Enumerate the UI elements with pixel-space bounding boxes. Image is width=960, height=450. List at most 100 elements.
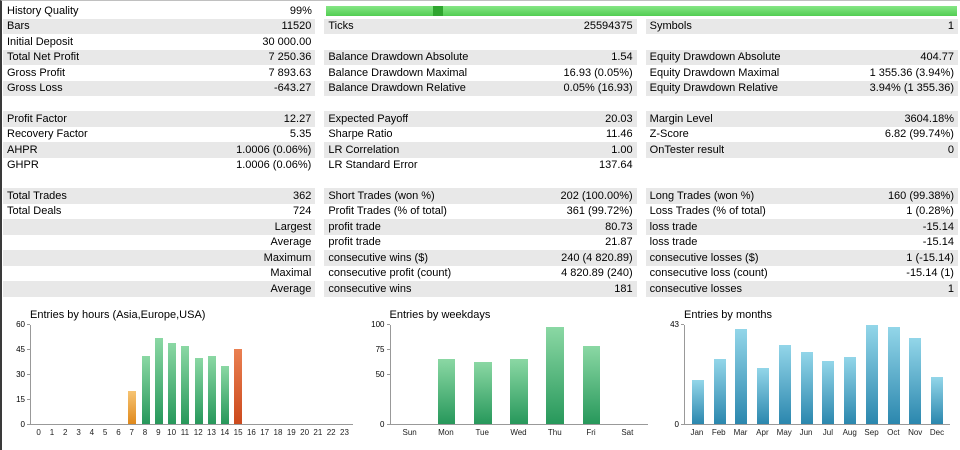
bar-slot	[465, 325, 501, 424]
stat-label: OnTester result	[649, 143, 725, 156]
y-axis-tick	[27, 323, 30, 325]
stat-cell-group: Recovery Factor 5.35	[3, 127, 315, 143]
bar-slot	[501, 325, 537, 424]
y-axis-label: 100	[371, 319, 385, 329]
bar-slot	[166, 325, 179, 424]
stat-value: Maximum	[263, 251, 312, 264]
bar-slot	[537, 325, 573, 424]
stat-value: 0.05% (16.93)	[563, 82, 633, 95]
stat-value: 240 (4 820.89)	[561, 251, 633, 264]
chart-title-weekdays: Entries by weekdays	[389, 308, 491, 321]
stat-label: Bars	[7, 20, 30, 33]
bar-slot	[905, 325, 927, 424]
x-axis-label: Sep	[864, 427, 879, 437]
stat-label: Long Trades (won %)	[649, 189, 755, 202]
chart-canvas-weekdays: 100 75 50 0 Sun Mon Tue Wed Thu Fri Sat	[368, 320, 648, 437]
stat-value: -643.27	[274, 82, 312, 95]
bar-Mar	[735, 329, 748, 424]
stat-value: 99%	[289, 4, 312, 17]
stat-value: 25594375	[583, 20, 633, 33]
bar-slot	[774, 325, 796, 424]
y-axis-label: 30	[16, 369, 25, 379]
stat-value: 202 (100.00%)	[560, 189, 633, 202]
stat-cell-group: Profit Trades (% of total) 361 (99.72%)	[324, 204, 636, 220]
bar-slot	[126, 325, 139, 424]
x-axis-label: Aug	[842, 427, 857, 437]
x-axis-labels: 0 1 2 3 4 5 6 7 8 9 10 11 12 13 14 15 16 17 18 19 20 21 22 23	[30, 428, 353, 437]
stat-label: Gross Profit	[7, 66, 66, 79]
x-axis-label: Apr	[756, 427, 769, 437]
stat-row: Total Trades 362 Short Trades (won %) 202 (…	[2, 188, 960, 204]
stat-row: Average profit trade 21.87 loss trade -15.14	[2, 235, 960, 251]
bar-11	[181, 345, 190, 424]
plot-area	[30, 324, 353, 425]
y-axis: 60 45 30 15 0	[8, 320, 30, 428]
stat-cell-group: Average	[3, 235, 315, 251]
bar-7	[128, 390, 137, 424]
plot-area	[389, 324, 648, 425]
x-axis-label: Nov	[908, 427, 923, 437]
y-axis: 100 75 50 0	[368, 320, 390, 428]
stat-cell-group	[646, 34, 958, 50]
stat-cell-group: Equity Drawdown Relative 3.94% (1 355.36)	[645, 80, 958, 96]
stat-cell-group: OnTester result 0	[645, 142, 958, 158]
stat-value: 20.03	[605, 112, 633, 125]
bar-Oct	[887, 326, 900, 424]
bar-slot	[861, 324, 883, 424]
x-axis-label: 8	[142, 427, 148, 437]
stat-label: Total Net Profit	[7, 51, 80, 64]
stat-value: 1 355.36 (3.94%)	[869, 66, 954, 79]
stat-cell-group: consecutive profit (count) 4 820.89 (240)	[324, 266, 636, 282]
bar-slot	[33, 325, 46, 424]
y-axis-tick	[386, 323, 390, 325]
x-axis-label: Jul	[822, 427, 833, 437]
bar-Aug	[844, 356, 857, 424]
stat-value: 1.54	[611, 51, 633, 64]
x-axis-label: Sat	[621, 427, 634, 437]
stat-value: 6.82 (99.74%)	[884, 128, 954, 141]
bar-Jun	[800, 352, 813, 424]
x-axis-label: 5	[102, 427, 108, 437]
y-axis-tick	[386, 348, 390, 350]
x-axis-label: 22	[326, 427, 336, 437]
x-axis-label: 11	[180, 427, 190, 437]
x-axis-labels: Jan Feb Mar Apr May Jun Jul Aug Sep Oct Nov Dec	[684, 428, 950, 437]
stat-value: -15.14	[922, 220, 954, 233]
stat-value: 30 000.00	[262, 35, 312, 48]
stat-cell-group: Long Trades (won %) 160 (99.38%)	[645, 188, 958, 204]
stat-cell-group: consecutive loss (count) -15.14 (1)	[646, 266, 958, 282]
stat-cell-group: Balance Drawdown Absolute 1.54	[324, 49, 637, 65]
stat-cell-group: Maximum	[3, 250, 316, 266]
stat-cell-group: LR Standard Error 137.64	[324, 158, 636, 174]
bar-9	[154, 337, 163, 424]
stat-label: Total Deals	[7, 205, 62, 218]
stat-cell-group: consecutive wins 181	[324, 281, 637, 297]
bar-slot	[219, 325, 232, 424]
bar-slot	[752, 325, 774, 424]
x-axis-label: Jan	[690, 427, 704, 437]
chart-canvas-hours: 60 45 30 15 0 0 1 2 3 4 5 6 7 8 9 10 11 12 13 14 15 16 17 18 19 2…	[8, 320, 353, 437]
stat-row: History Quality 99%	[2, 3, 960, 19]
x-axis-label: 17	[260, 427, 270, 437]
bar-slot	[272, 325, 285, 424]
stat-value: 1 (-15.14)	[906, 251, 954, 264]
stat-label: consecutive wins	[328, 282, 412, 295]
bar-slot	[245, 325, 258, 424]
stat-row: Recovery Factor 5.35 Sharpe Ratio 11.46 Z-Sc…	[2, 127, 960, 143]
stat-cell-group: GHPR 1.0006 (0.06%)	[3, 158, 315, 174]
y-axis: 43 0	[662, 320, 684, 428]
stat-value: 1.0006 (0.06%)	[236, 143, 312, 156]
stat-value: Maximal	[270, 267, 312, 280]
stat-row: Initial Deposit 30 000.00	[2, 34, 960, 50]
bar-slot	[60, 325, 73, 424]
bar-Fri	[582, 346, 600, 424]
stat-label: Sharpe Ratio	[328, 128, 393, 141]
y-axis-label: 50	[375, 369, 385, 379]
bar-8	[141, 355, 150, 424]
stat-label: Equity Drawdown Relative	[649, 82, 779, 95]
stat-cell-group: Balance Drawdown Relative 0.05% (16.93)	[324, 80, 637, 96]
y-axis-label: 0	[380, 419, 385, 429]
y-axis-label: 15	[16, 394, 25, 404]
stat-row: GHPR 1.0006 (0.06%) LR Standard Error 137.6…	[2, 158, 960, 174]
stats-section-1: History Quality 99% Bars 11520 Ticks 25594375…	[2, 3, 960, 96]
